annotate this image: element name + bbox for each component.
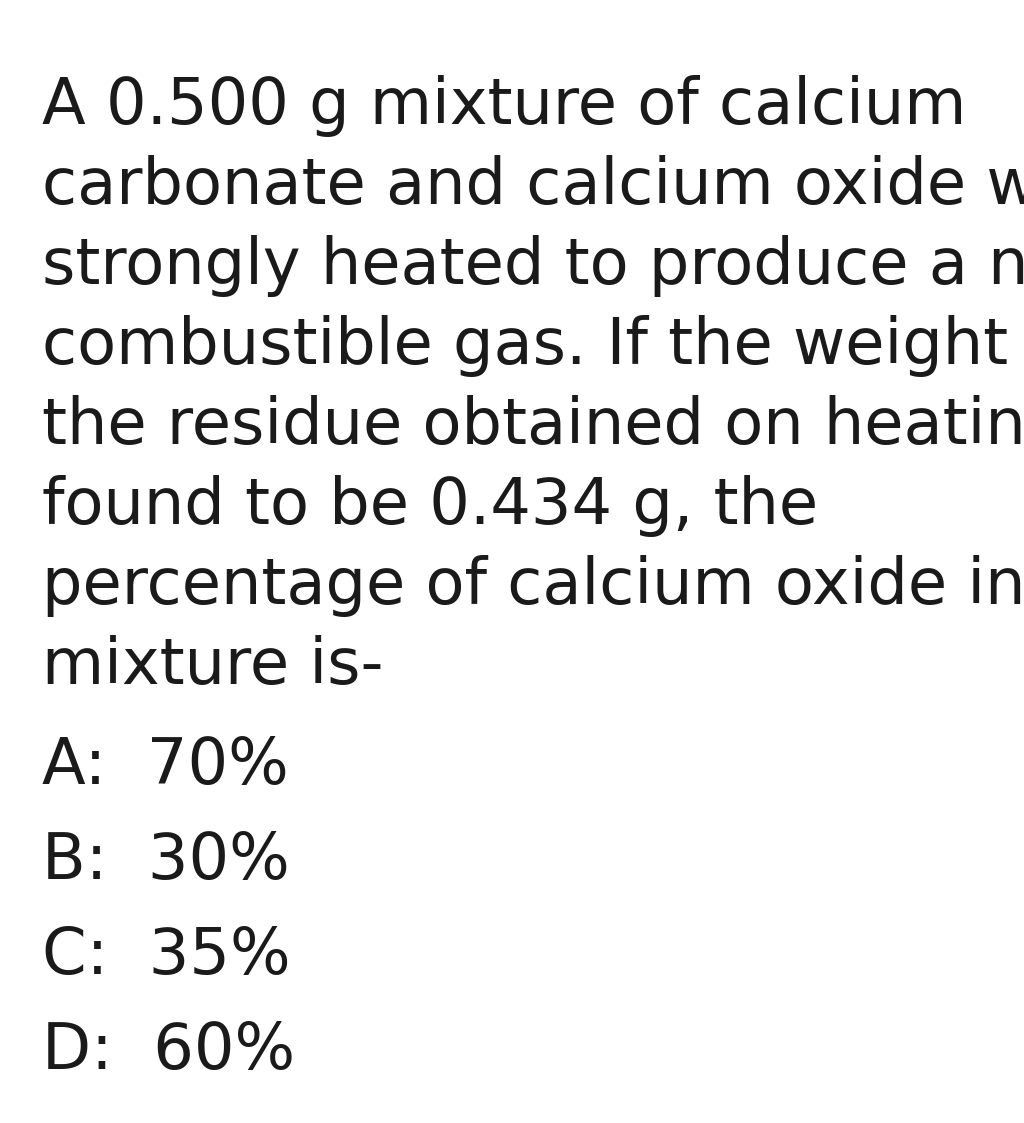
Text: A 0.500 g mixture of calcium: A 0.500 g mixture of calcium	[42, 75, 967, 137]
Text: combustible gas. If the weight of: combustible gas. If the weight of	[42, 314, 1024, 377]
Text: found to be 0.434 g, the: found to be 0.434 g, the	[42, 475, 818, 537]
Text: strongly heated to produce a non-: strongly heated to produce a non-	[42, 235, 1024, 296]
Text: A:  70%: A: 70%	[42, 734, 289, 797]
Text: mixture is-: mixture is-	[42, 634, 384, 697]
Text: percentage of calcium oxide in the: percentage of calcium oxide in the	[42, 555, 1024, 617]
Text: the residue obtained on heating is: the residue obtained on heating is	[42, 395, 1024, 457]
Text: B:  30%: B: 30%	[42, 830, 290, 892]
Text: C:  35%: C: 35%	[42, 925, 291, 987]
Text: D:  60%: D: 60%	[42, 1020, 295, 1081]
Text: carbonate and calcium oxide was: carbonate and calcium oxide was	[42, 155, 1024, 217]
